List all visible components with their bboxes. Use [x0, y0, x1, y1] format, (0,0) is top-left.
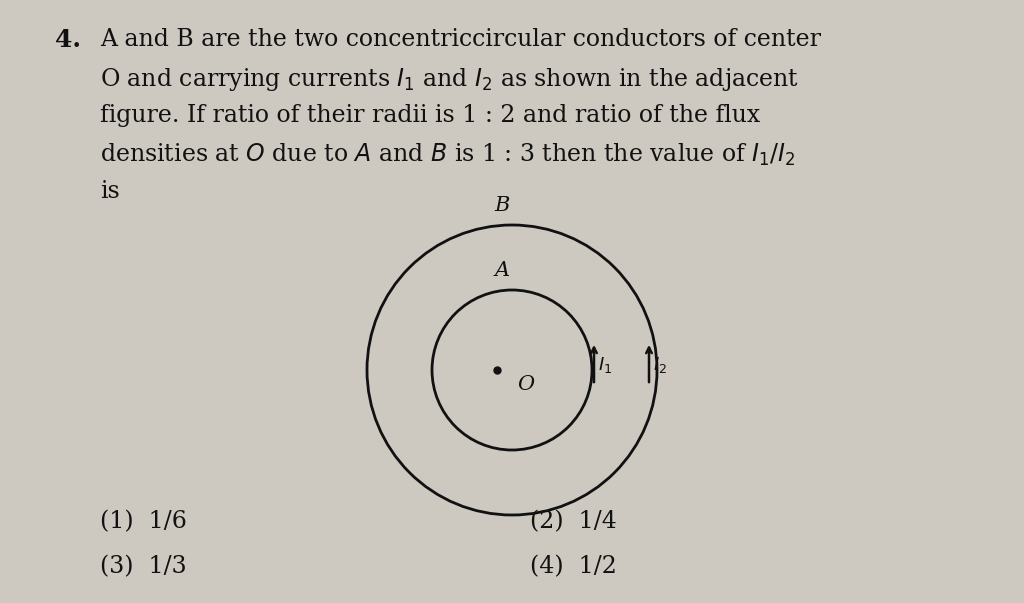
Text: O and carrying currents $I_1$ and $I_2$ as shown in the adjacent: O and carrying currents $I_1$ and $I_2$ …: [100, 66, 799, 93]
Text: B: B: [495, 196, 510, 215]
Text: (4)  1/2: (4) 1/2: [530, 555, 616, 578]
Text: densities at $O$ due to $A$ and $B$ is 1 : 3 then the value of $I_1/I_2$: densities at $O$ due to $A$ and $B$ is 1…: [100, 142, 796, 168]
Text: figure. If ratio of their radii is 1 : 2 and ratio of the flux: figure. If ratio of their radii is 1 : 2…: [100, 104, 760, 127]
Text: (3)  1/3: (3) 1/3: [100, 555, 186, 578]
Text: 4.: 4.: [55, 28, 81, 52]
Text: (2)  1/4: (2) 1/4: [530, 510, 616, 533]
Text: is: is: [100, 180, 120, 203]
Text: $I_2$: $I_2$: [653, 355, 667, 375]
Text: A: A: [495, 261, 510, 280]
Text: A and B are the two concentriccircular conductors of center: A and B are the two concentriccircular c…: [100, 28, 821, 51]
Text: (1)  1/6: (1) 1/6: [100, 510, 186, 533]
Text: O: O: [517, 375, 535, 394]
Text: $I_1$: $I_1$: [598, 355, 612, 375]
